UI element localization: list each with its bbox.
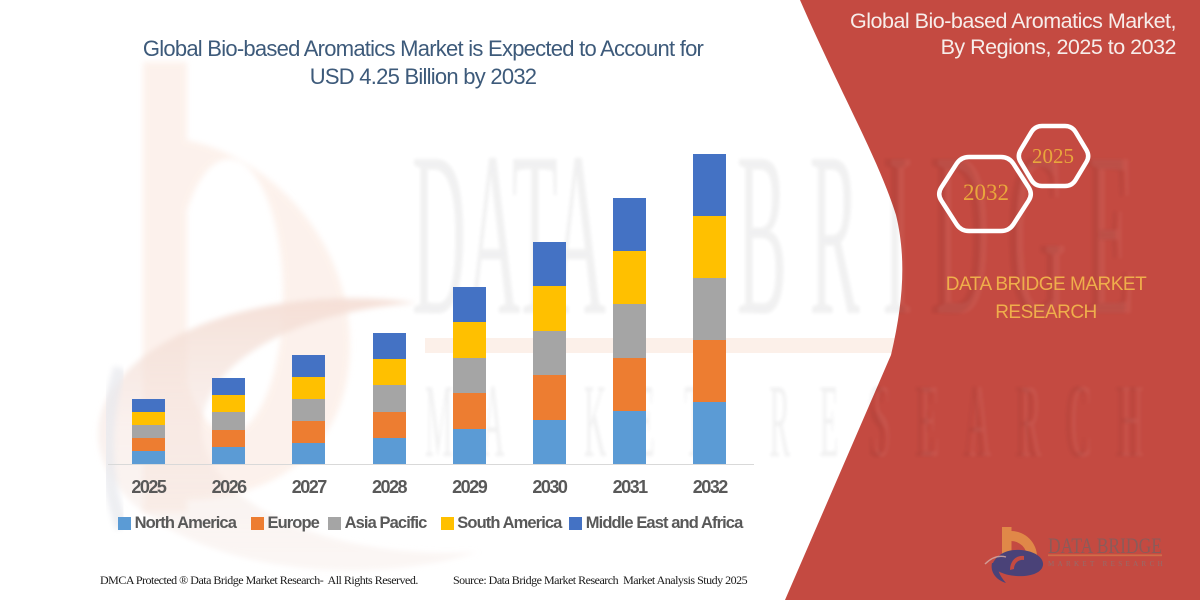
svg-text:2025: 2025: [1032, 144, 1074, 168]
svg-text:2032: 2032: [963, 180, 1009, 205]
svg-text:DATA: DATA: [412, 104, 606, 364]
svg-text:MARKET RESEARCH: MARKET RESEARCH: [1048, 560, 1166, 568]
